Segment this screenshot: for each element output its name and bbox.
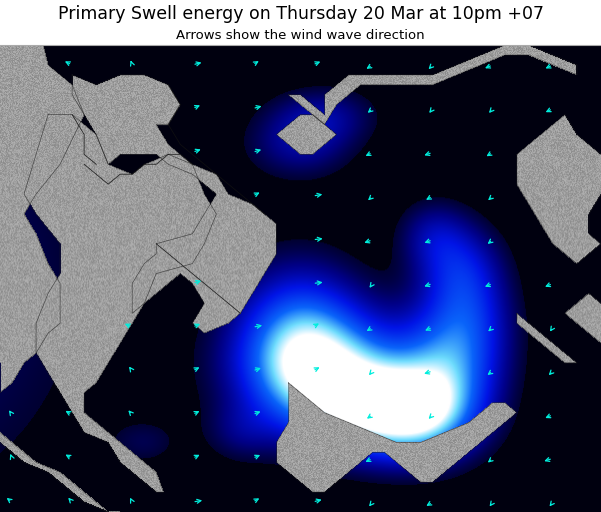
Text: Primary Swell energy on Thursday 20 Mar at 10pm +07: Primary Swell energy on Thursday 20 Mar … — [58, 6, 543, 24]
Text: Arrows show the wind wave direction: Arrows show the wind wave direction — [176, 29, 425, 41]
